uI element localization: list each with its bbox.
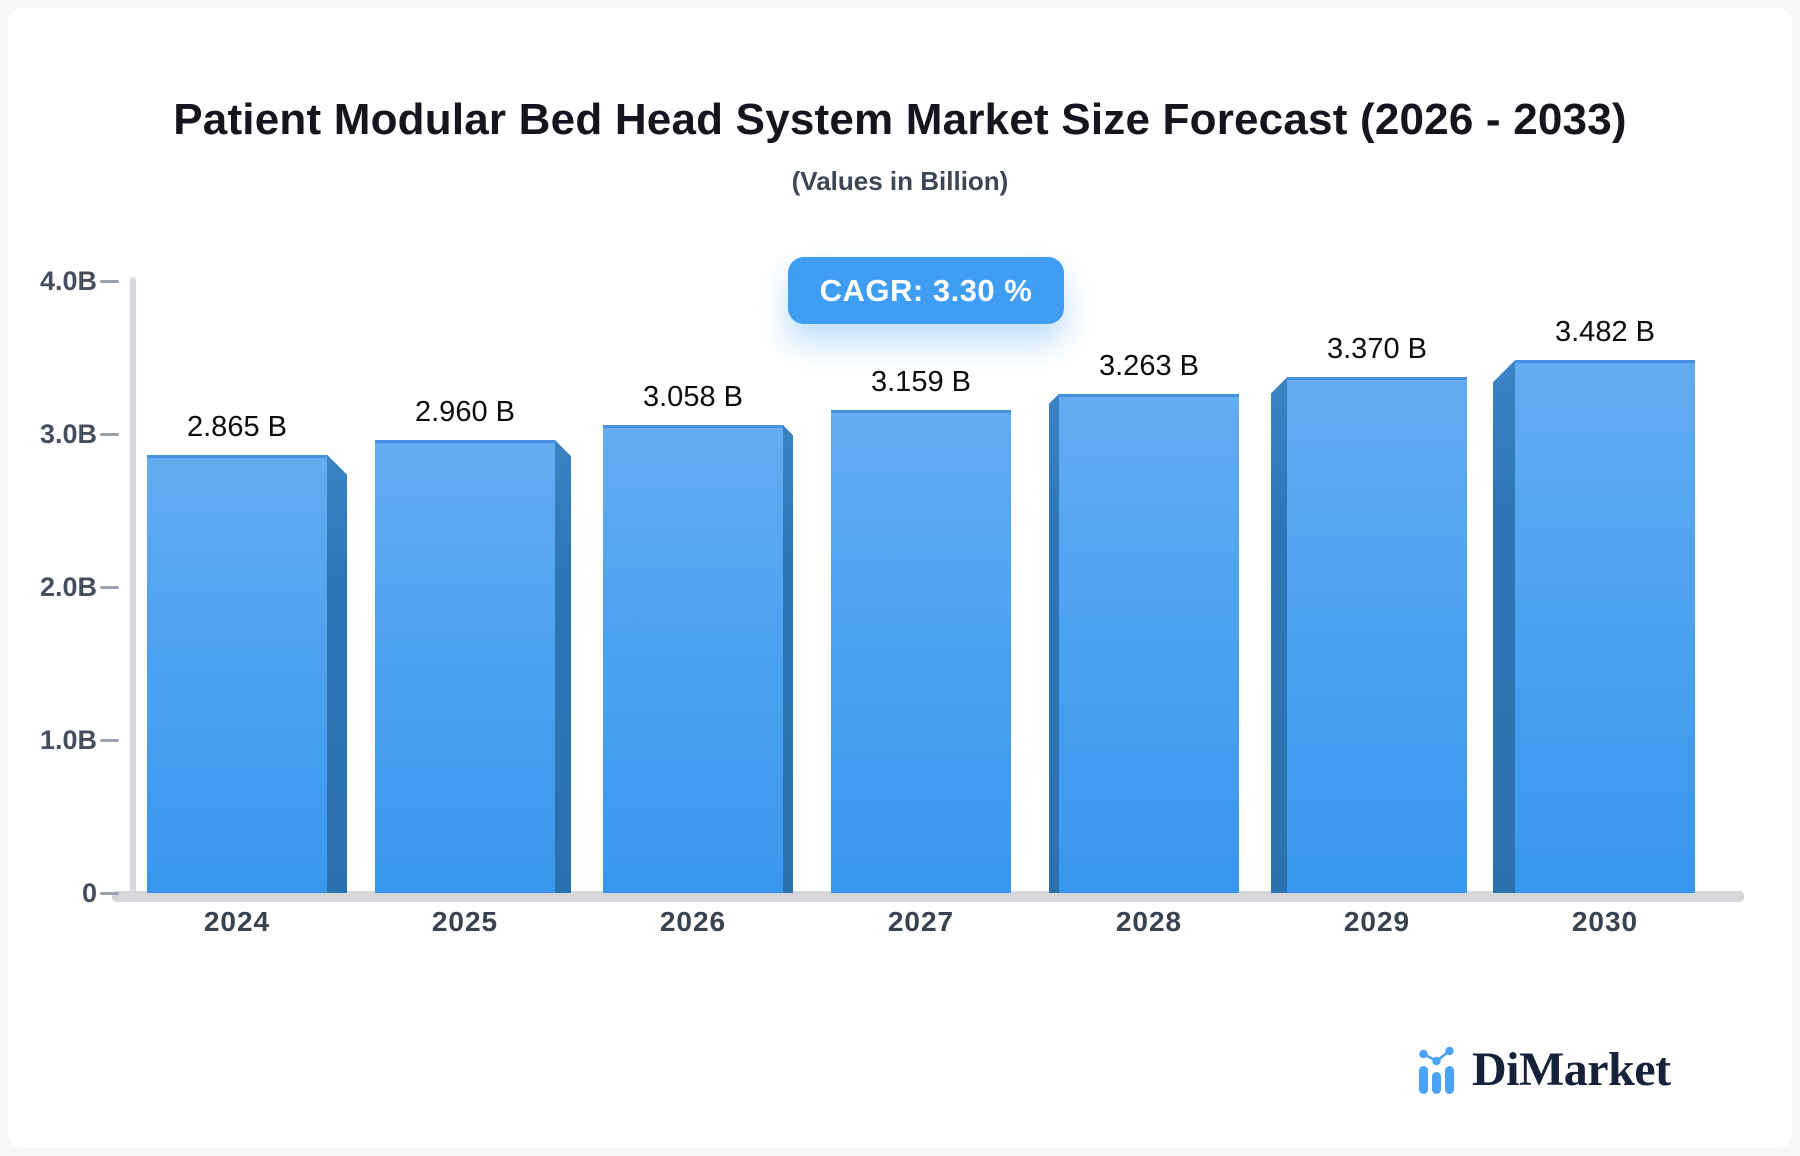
- y-tick-dash: [100, 892, 119, 895]
- y-tick-label: 4.0B: [39, 266, 97, 296]
- y-tick-label: 1.0B: [39, 725, 97, 755]
- bar-2029: [1287, 377, 1467, 893]
- mini-bar-line-chart-icon: [1419, 1046, 1454, 1094]
- x-tick-label: 2029: [1343, 906, 1411, 937]
- chart-title: Patient Modular Bed Head System Market S…: [173, 95, 1627, 144]
- bar-value-label: 3.263 B: [1099, 349, 1199, 382]
- y-axis-line: [130, 277, 136, 897]
- bar-side-face: [555, 440, 571, 893]
- bar-side-face: [1271, 377, 1287, 893]
- bar-side-face: [327, 454, 347, 893]
- x-tick-label: 2028: [1115, 906, 1183, 937]
- bar-2027: [831, 409, 1011, 893]
- bar-2025: [375, 440, 555, 893]
- y-tick-label: 2.0B: [39, 572, 97, 602]
- bar-value-label: 3.482 B: [1555, 316, 1655, 349]
- bar-value-label: 2.960 B: [415, 396, 515, 429]
- bar-2026: [603, 425, 783, 893]
- y-tick-label: 3.0B: [39, 419, 97, 449]
- bar-value-label: 3.370 B: [1327, 333, 1427, 366]
- bar-side-face: [783, 425, 793, 893]
- bar-value-label: 3.058 B: [643, 381, 743, 414]
- cagr-badge-label: CAGR: 3.30 %: [819, 272, 1033, 308]
- bar-2024: [147, 454, 327, 893]
- dimarket-logo: DiMarket: [1418, 1040, 1671, 1096]
- bar-side-face: [1493, 360, 1515, 893]
- x-tick-label: 2026: [659, 906, 727, 937]
- x-tick-label: 2030: [1571, 906, 1639, 937]
- y-tick-dash: [100, 433, 119, 436]
- bar-value-label: 2.865 B: [187, 410, 287, 443]
- y-tick-label: 0: [81, 878, 97, 908]
- bar-value-label: 3.159 B: [871, 365, 971, 398]
- bar-side-face: [1049, 393, 1059, 893]
- chart-subtitle: (Values in Billion): [791, 166, 1009, 196]
- bar-2030: [1515, 360, 1695, 893]
- y-tick-dash: [100, 586, 119, 589]
- dimarket-logo-text: DiMarket: [1472, 1043, 1671, 1096]
- x-axis-baseline: [112, 891, 1744, 902]
- y-tick-dash: [100, 280, 119, 283]
- y-tick-dash: [100, 739, 119, 742]
- x-tick-label: 2025: [431, 906, 499, 937]
- x-tick-label: 2024: [203, 906, 271, 937]
- bar-2028: [1059, 393, 1239, 893]
- x-tick-label: 2027: [887, 906, 955, 937]
- cagr-badge: CAGR: 3.30 %: [788, 257, 1064, 324]
